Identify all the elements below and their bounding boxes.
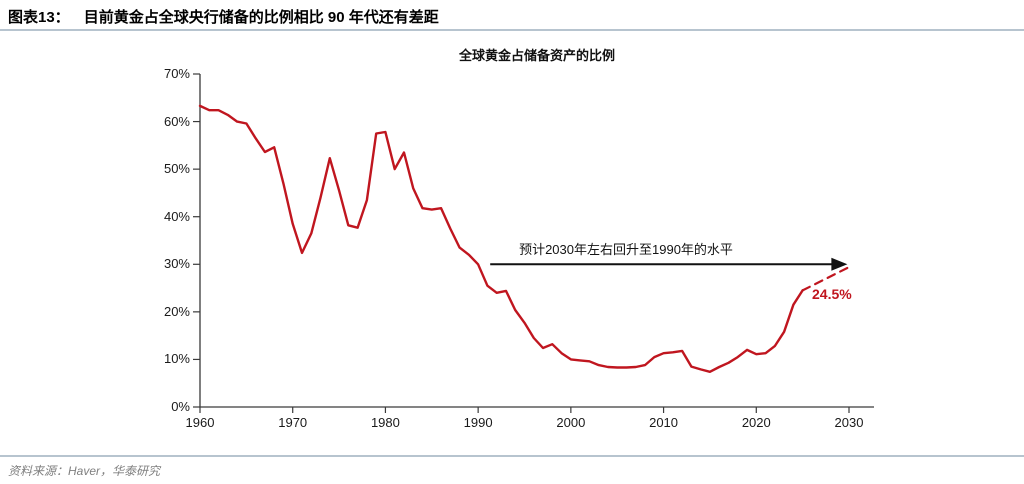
header-divider [0,29,1024,31]
x-axis-tick-label: 2020 [741,415,771,430]
x-axis-tick-label: 1960 [185,415,215,430]
y-axis-tick-label: 60% [163,113,190,129]
x-axis-tick-label: 1990 [463,415,493,430]
x-axis-tick-label: 1970 [278,415,308,430]
figure-number-label: 图表13： [8,9,70,26]
annotation-text: 预计2030年左右回升至1990年的水平 [519,242,733,257]
x-axis-tick-label: 1980 [370,415,400,430]
y-axis-tick-label: 20% [163,303,190,319]
y-axis-tick-label: 40% [163,208,190,224]
gold-share-line [198,104,804,373]
x-axis-tick-label: 2030 [834,415,864,430]
source-note: 资料来源：Haver，华泰研究 [8,464,161,478]
footer-divider [0,455,1024,457]
y-axis-tick-label: 10% [163,351,190,367]
annotation-arrow [490,257,848,271]
y-axis-tick-label: 30% [163,256,190,272]
figure-title: 目前黄金占全球央行储备的比例相比 90 年代还有差距 [83,9,439,26]
x-axis-tick-label: 2000 [556,415,586,430]
chart-title: 全球黄金占储备资产的比例 [458,48,615,63]
arrow-head [831,257,848,271]
figure-header: 图表13： 目前黄金占全球央行储备的比例相比 90 年代还有差距 [8,6,439,27]
y-axis-tick-label: 70% [163,66,190,81]
forecast-dashed-line [801,266,851,292]
axis-tick-marks [193,73,850,413]
y-axis-tick-label: 50% [163,161,190,177]
y-axis-tick-label: 0% [171,399,190,414]
latest-value-label: 24.5% [812,286,852,302]
x-axis-tick-label: 2010 [649,415,679,430]
